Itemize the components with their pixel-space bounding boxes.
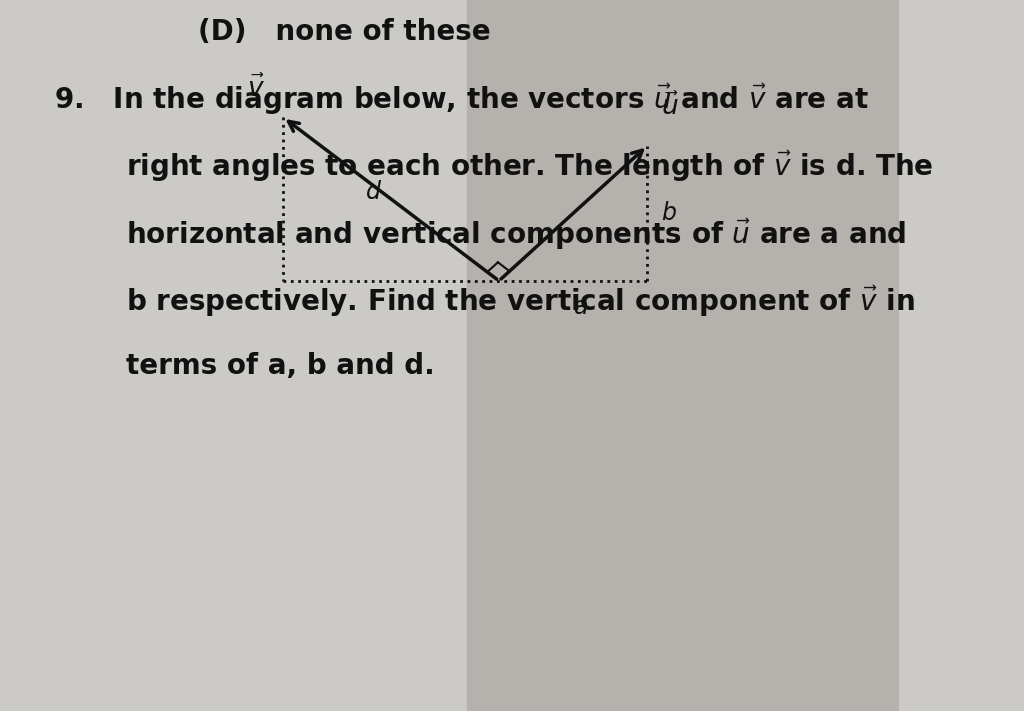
Text: horizontal and vertical components of $\vec{u}$ are a and: horizontal and vertical components of $\… [126,217,906,252]
Text: d: d [366,180,381,204]
Text: b respectively. Find the vertical component of $\vec{v}$ in: b respectively. Find the vertical compon… [126,284,914,319]
Text: right angles to each other. The length of $\vec{v}$ is d. The: right angles to each other. The length o… [126,149,933,184]
Text: a: a [572,295,587,319]
Bar [468,0,899,711]
Text: 9.   In the diagram below, the vectors $\vec{u}$ and $\vec{v}$ are at: 9. In the diagram below, the vectors $\v… [54,82,868,117]
Text: b: b [660,201,676,225]
Bar [0,0,468,711]
Text: $\vec{u}$: $\vec{u}$ [660,93,679,121]
Text: (D)   none of these: (D) none of these [198,18,490,46]
Text: $\vec{v}$: $\vec{v}$ [247,75,265,103]
Text: terms of a, b and d.: terms of a, b and d. [126,352,434,380]
